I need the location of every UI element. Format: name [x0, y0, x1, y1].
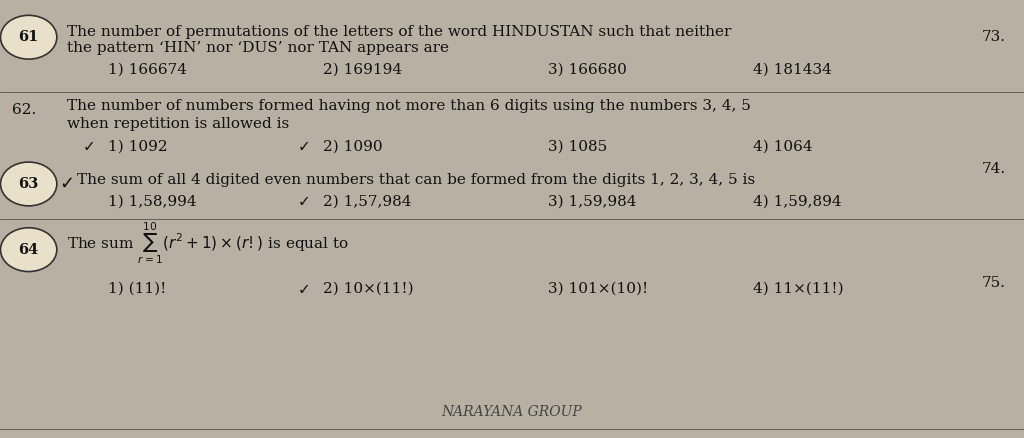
Text: ✓: ✓: [298, 139, 310, 154]
Text: The number of permutations of the letters of the word HINDUSTAN such that neithe: The number of permutations of the letter…: [67, 25, 731, 39]
Text: 2) 1,57,984: 2) 1,57,984: [323, 194, 411, 208]
Text: 3) 166680: 3) 166680: [548, 63, 627, 77]
Text: The number of numbers formed having not more than 6 digits using the numbers 3, : The number of numbers formed having not …: [67, 99, 751, 113]
Text: 2) 1090: 2) 1090: [323, 140, 382, 154]
Text: 3) 101×(10)!: 3) 101×(10)!: [548, 282, 648, 296]
Text: 4) 1,59,894: 4) 1,59,894: [753, 194, 842, 208]
Text: ✓: ✓: [298, 194, 310, 209]
Text: 3) 1085: 3) 1085: [548, 140, 607, 154]
Text: 62.: 62.: [12, 102, 37, 117]
Text: the pattern ‘HIN’ nor ‘DUS’ nor TAN appears are: the pattern ‘HIN’ nor ‘DUS’ nor TAN appe…: [67, 41, 449, 55]
Text: NARAYANA GROUP: NARAYANA GROUP: [441, 405, 583, 419]
Ellipse shape: [1, 15, 57, 59]
Text: ✓: ✓: [83, 139, 95, 154]
Ellipse shape: [1, 228, 57, 272]
Text: 1) 1092: 1) 1092: [108, 140, 167, 154]
Text: 3) 1,59,984: 3) 1,59,984: [548, 194, 636, 208]
Text: 63: 63: [18, 177, 39, 191]
Ellipse shape: [1, 162, 57, 206]
Text: 4) 1064: 4) 1064: [753, 140, 812, 154]
Text: 73.: 73.: [982, 30, 1006, 44]
Text: 4) 181434: 4) 181434: [753, 63, 831, 77]
Text: The sum $\sum_{r=1}^{10}(r^2+1)\times(r!)$ is equal to: The sum $\sum_{r=1}^{10}(r^2+1)\times(r!…: [67, 220, 349, 266]
Text: ✓: ✓: [59, 175, 75, 193]
Text: 75.: 75.: [982, 276, 1006, 290]
Text: The sum of all 4 digited even numbers that can be formed from the digits 1, 2, 3: The sum of all 4 digited even numbers th…: [77, 173, 755, 187]
Text: 2) 169194: 2) 169194: [323, 63, 401, 77]
Text: ✓: ✓: [298, 282, 310, 297]
Text: 2) 10×(11!): 2) 10×(11!): [323, 282, 414, 296]
Text: 1) (11)!: 1) (11)!: [108, 282, 166, 296]
Text: 1) 166674: 1) 166674: [108, 63, 186, 77]
Text: when repetition is allowed is: when repetition is allowed is: [67, 117, 289, 131]
Text: 64: 64: [18, 243, 39, 257]
Text: 4) 11×(11!): 4) 11×(11!): [753, 282, 844, 296]
Text: 1) 1,58,994: 1) 1,58,994: [108, 194, 197, 208]
Text: 61: 61: [18, 30, 39, 44]
Text: 74.: 74.: [981, 162, 1006, 176]
